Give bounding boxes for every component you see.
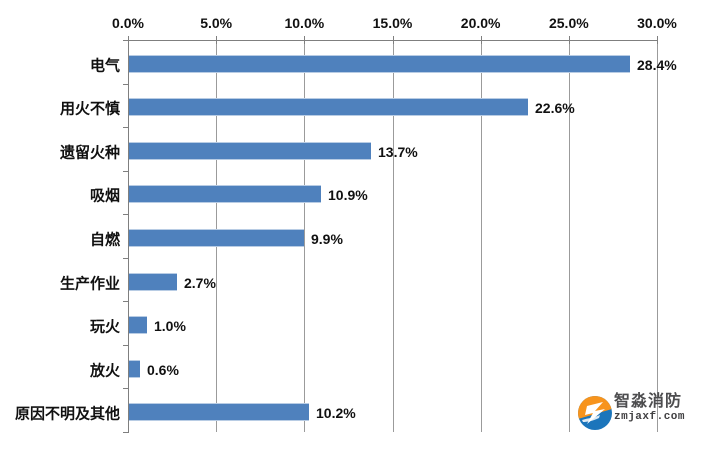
axis-tick — [123, 257, 128, 259]
x-axis-line — [128, 40, 657, 41]
axis-tick — [123, 127, 128, 129]
axis-tick — [123, 170, 128, 172]
axis-tick — [657, 36, 658, 44]
axis-tick — [123, 344, 128, 346]
category-label: 用火不慎 — [59, 100, 120, 118]
bar — [129, 359, 140, 378]
x-tick-label: 25.0% — [548, 15, 589, 31]
bar-value-label: 13.7% — [378, 143, 418, 160]
bar-value-label: 22.6% — [535, 100, 575, 117]
gridline — [480, 40, 482, 432]
category-label: 遗留火种 — [59, 144, 120, 162]
category-label: 生产作业 — [59, 275, 120, 293]
bar — [129, 316, 147, 335]
logo-domain: zmjaxf.com — [614, 411, 686, 423]
watermark: 智淼消防 zmjaxf.com — [578, 394, 685, 430]
gridline — [304, 40, 306, 432]
category-label: 原因不明及其他 — [14, 405, 120, 423]
x-tick-label: 0.0% — [112, 15, 144, 31]
category-label: 玩火 — [89, 318, 120, 336]
bar-value-label: 9.9% — [311, 231, 343, 247]
category-label: 吸烟 — [89, 187, 120, 205]
x-tick-label: 5.0% — [200, 15, 233, 31]
bar — [129, 54, 630, 73]
zm-fire-logo-icon — [578, 396, 612, 430]
bar-value-label: 28.4% — [637, 56, 677, 73]
x-tick-label: 15.0% — [372, 15, 413, 31]
axis-tick — [123, 388, 128, 390]
bar — [129, 403, 309, 422]
bar-value-label: 2.7% — [184, 274, 216, 291]
category-label: 电气 — [89, 57, 120, 75]
x-tick-label: 20.0% — [460, 15, 501, 31]
y-axis-line — [128, 40, 129, 433]
category-label: 放火 — [89, 362, 120, 380]
axis-tick — [123, 83, 128, 85]
bar-value-label: 10.9% — [328, 187, 368, 204]
axis-tick — [123, 40, 128, 41]
bar — [129, 98, 528, 117]
bar — [129, 185, 321, 204]
gridline — [657, 40, 658, 432]
axis-tick — [123, 214, 128, 216]
bar — [129, 141, 371, 160]
x-tick-label: 30.0% — [637, 15, 677, 31]
gridline — [392, 40, 394, 432]
axis-tick — [123, 432, 128, 433]
logo-title: 智淼消防 — [614, 393, 683, 410]
bar-value-label: 0.6% — [147, 361, 179, 378]
category-label: 自燃 — [89, 231, 120, 249]
bar — [129, 229, 304, 247]
bar-value-label: 1.0% — [154, 318, 186, 335]
axis-tick — [123, 301, 128, 303]
bar — [129, 272, 177, 291]
x-tick-label: 10.0% — [284, 15, 325, 31]
gridline — [568, 40, 570, 432]
bar-value-label: 10.2% — [316, 405, 356, 422]
